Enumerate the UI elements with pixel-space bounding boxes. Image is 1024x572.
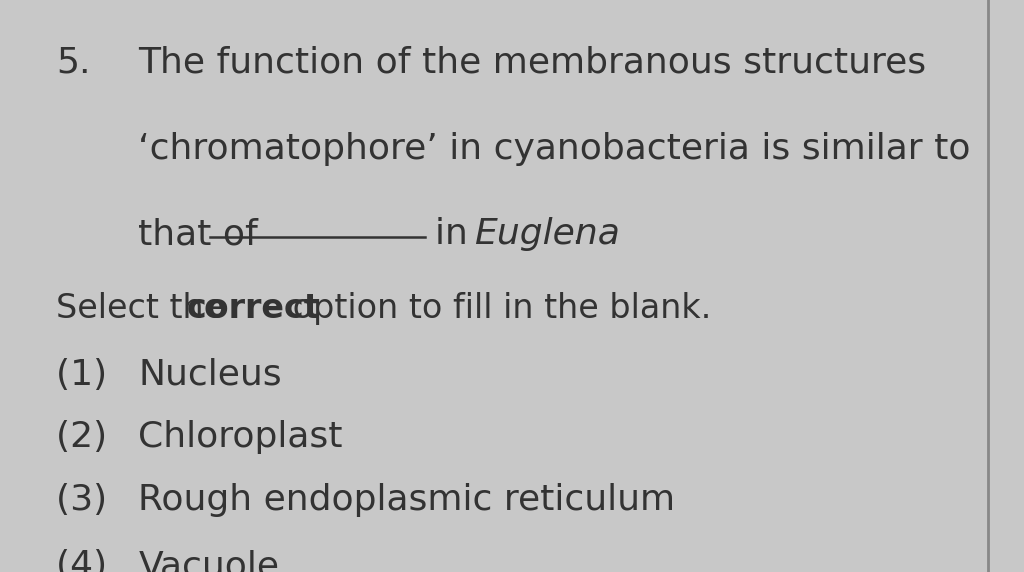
Text: correct: correct (186, 292, 321, 325)
Text: (4): (4) (56, 549, 130, 572)
Text: Vacuole: Vacuole (138, 549, 280, 572)
Text: The function of the membranous structures: The function of the membranous structure… (138, 46, 927, 80)
Text: in: in (435, 217, 479, 251)
Text: Rough endoplasmic reticulum: Rough endoplasmic reticulum (138, 483, 676, 517)
Text: ‘chromatophore’ in cyanobacteria is similar to: ‘chromatophore’ in cyanobacteria is simi… (138, 132, 971, 165)
Text: Nucleus: Nucleus (138, 358, 282, 391)
Text: Chloroplast: Chloroplast (138, 420, 343, 454)
Text: 5.: 5. (56, 46, 91, 80)
Text: Euglena: Euglena (474, 217, 620, 251)
Text: .: . (571, 217, 583, 251)
Text: that of: that of (138, 217, 258, 251)
Text: (3): (3) (56, 483, 130, 517)
Text: (1): (1) (56, 358, 130, 391)
Text: Select the: Select the (56, 292, 236, 325)
Text: option to fill in the blank.: option to fill in the blank. (282, 292, 711, 325)
Text: (2): (2) (56, 420, 130, 454)
